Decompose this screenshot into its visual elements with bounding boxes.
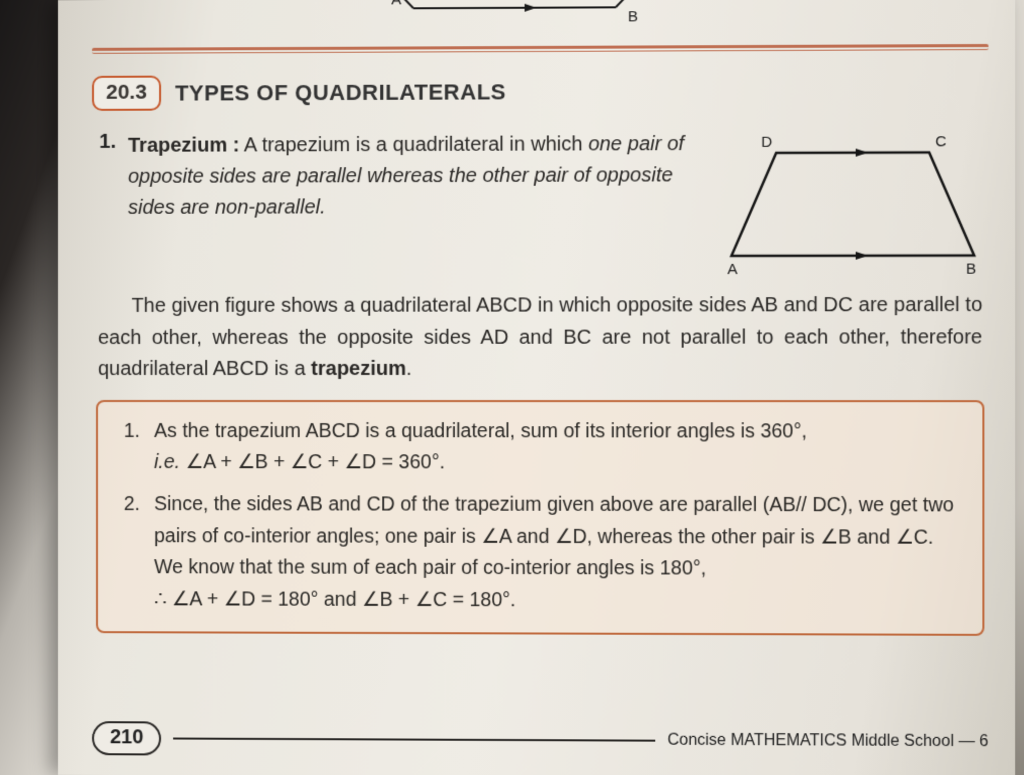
property-body: As the trapezium ABCD is a quadrilateral… [154, 416, 964, 480]
property1-ie: i.e. [154, 451, 180, 473]
textbook-page: A B 20.3 TYPES OF QUADRILATERALS 1. Trap… [58, 0, 1015, 775]
page-number-badge: 210 [92, 721, 161, 755]
properties-box: 1. As the trapezium ABCD is a quadrilate… [96, 400, 984, 636]
book-title: Concise MATHEMATICS Middle School — 6 [667, 732, 988, 752]
para-bold-term: trapezium [311, 358, 406, 380]
vertex-b-label: B [628, 8, 638, 25]
property1-line1: As the trapezium ABCD is a quadrilateral… [154, 420, 807, 442]
footer-rule [173, 738, 655, 742]
para-post: . [406, 358, 412, 380]
property2-therefore: ∴ ∠A + ∠D = 180° and ∠B + ∠C = 180°. [154, 588, 516, 611]
definition-number: 1. [92, 131, 116, 224]
definition-body: Trapezium : A trapezium is a quadrilater… [128, 129, 695, 224]
property-body: Since, the sides AB and CD of the trapez… [154, 489, 964, 618]
definition-text: 1. Trapezium : A trapezium is a quadrila… [92, 129, 695, 228]
section-divider-rule [92, 44, 989, 54]
trapezium-figure: D C A B [713, 128, 988, 280]
vertex-d-label: D [761, 134, 772, 151]
vertex-c-label: C [935, 133, 946, 150]
top-partial-figure: A B [403, 0, 988, 34]
property1-eq: ∠A + ∠B + ∠C + ∠D = 360°. [180, 451, 445, 473]
page-footer: 210 Concise MATHEMATICS Middle School — … [92, 721, 989, 759]
para-pre: The given figure shows a quadrilateral A… [98, 294, 982, 380]
definition-row: 1. Trapezium : A trapezium is a quadrila… [92, 128, 989, 281]
property-number: 2. [116, 489, 140, 615]
definition-pretext: A trapezium is a quadrilateral in which [239, 133, 588, 156]
section-number-badge: 20.3 [92, 76, 161, 111]
property-item-2: 2. Since, the sides AB and CD of the tra… [116, 489, 964, 618]
vertex-b-label: B [966, 261, 976, 278]
explanation-paragraph: The given figure shows a quadrilateral A… [98, 290, 982, 386]
property2-line2: We know that the sum of each pair of co-… [154, 556, 706, 579]
property-number: 1. [116, 416, 140, 479]
property2-line1: Since, the sides AB and CD of the trapez… [154, 493, 954, 548]
vertex-a-label: A [391, 0, 401, 8]
section-title: TYPES OF QUADRILATERALS [175, 79, 506, 106]
section-header: 20.3 TYPES OF QUADRILATERALS [92, 72, 989, 111]
definition-term: Trapezium : [128, 134, 239, 156]
property-item-1: 1. As the trapezium ABCD is a quadrilate… [116, 416, 964, 480]
vertex-a-label: A [727, 261, 737, 278]
